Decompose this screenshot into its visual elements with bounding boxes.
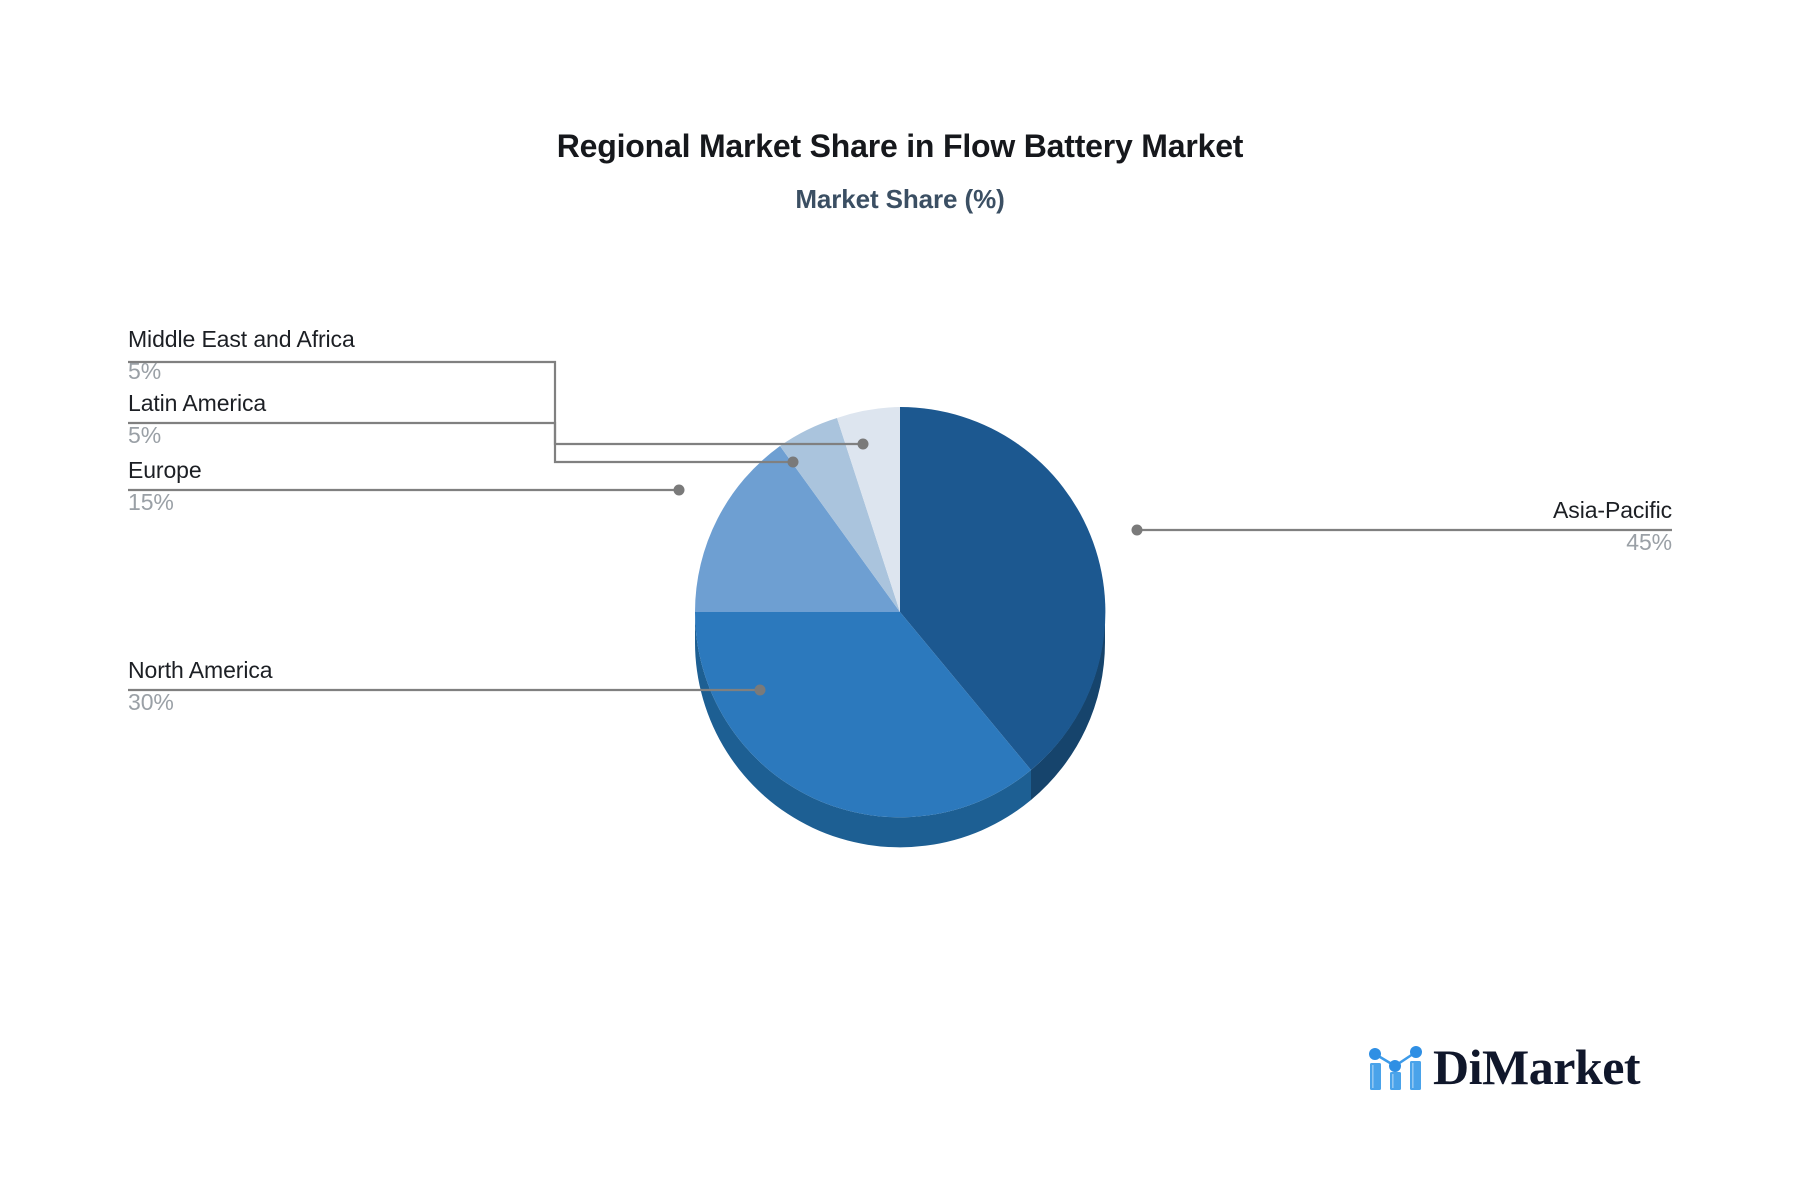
leader-line-middle-east-and-africa (128, 360, 863, 446)
bar-chart-icon (1369, 1046, 1422, 1090)
callout-leader-lines (128, 360, 1672, 692)
leader-dot-latin-america (787, 456, 799, 468)
pie-slice-europe[interactable] (695, 446, 900, 612)
callout-value-middle-east-and-africa: 5% (128, 358, 162, 384)
callout-label-north-america: North America (128, 657, 273, 683)
leader-dot-middle-east-and-africa (857, 438, 869, 450)
pie-slice-asia-pacific[interactable] (900, 406, 1106, 770)
page-title: Regional Market Share in Flow Battery Ma… (556, 128, 1244, 164)
pie-depth-north-america (694, 612, 1031, 848)
callout-value-asia-pacific: 45% (1626, 529, 1672, 555)
callout-label-latin-america: Latin America (128, 390, 267, 416)
callout-north-america[interactable]: North America 30% (128, 657, 273, 717)
callout-value-latin-america: 5% (128, 422, 162, 448)
pie-slice-middle-east-and-africa[interactable] (837, 407, 900, 612)
callout-value-north-america: 30% (128, 689, 174, 715)
callout-middle-east-and-africa[interactable]: Middle East and Africa 5% (128, 326, 355, 386)
callout-asia-pacific[interactable]: Asia-Pacific 45% (1272, 497, 1672, 557)
callout-label-asia-pacific: Asia-Pacific (1553, 497, 1672, 523)
leader-dot-europe (673, 484, 685, 496)
leader-line-latin-america (128, 421, 793, 464)
pie-3d-depth (694, 612, 1106, 848)
leader-dot-north-america (754, 684, 766, 696)
callout-europe[interactable]: Europe 15% (128, 457, 202, 517)
pie-slices (694, 406, 1106, 818)
callout-label-europe: Europe (128, 457, 202, 483)
pie-slice-latin-america[interactable] (780, 418, 900, 612)
brand-name: DiMarket (1433, 1039, 1641, 1095)
pie-slice-north-america[interactable] (694, 612, 1031, 818)
callout-leader-dots (673, 438, 1143, 696)
callout-label-middle-east-and-africa: Middle East and Africa (128, 326, 355, 352)
callout-value-europe: 15% (128, 489, 174, 515)
brand-logo: DiMarket (1368, 1039, 1641, 1095)
chart-subtitle: Market Share (%) (795, 184, 1005, 214)
pie-depth-asia-pacific (1031, 612, 1106, 800)
callout-latin-america[interactable]: Latin America 5% (128, 390, 266, 450)
leader-dot-asia-pacific (1131, 524, 1143, 536)
